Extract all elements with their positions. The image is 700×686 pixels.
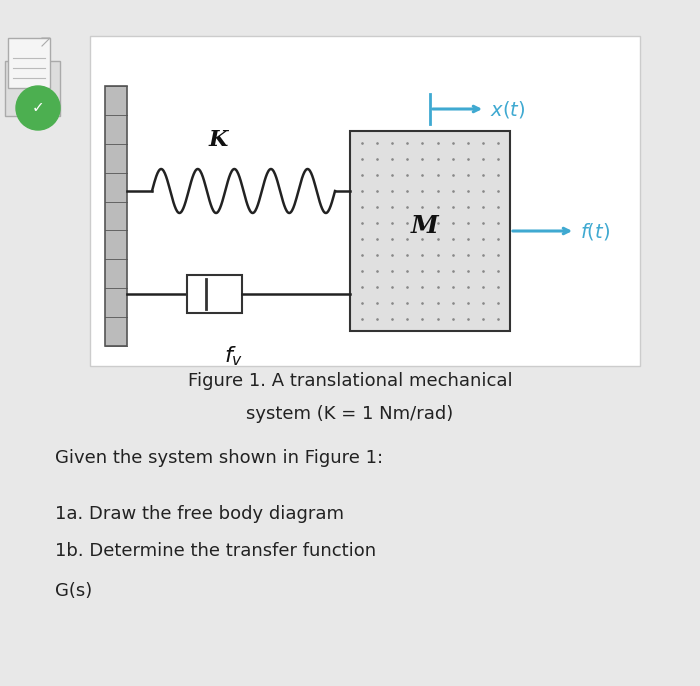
- Text: 1b. Determine the transfer function: 1b. Determine the transfer function: [55, 542, 376, 560]
- Text: $f(t)$: $f(t)$: [580, 220, 610, 241]
- Bar: [8, 38, 50, 88]
- Bar: [90, 36, 640, 366]
- Text: 1a. Draw the free body diagram: 1a. Draw the free body diagram: [55, 505, 344, 523]
- Text: ✓: ✓: [32, 101, 44, 115]
- Text: G(s): G(s): [55, 582, 92, 600]
- Circle shape: [16, 86, 60, 130]
- Text: K: K: [209, 129, 228, 151]
- Text: $f_v$: $f_v$: [224, 344, 243, 368]
- Text: system (K = 1 Nm/rad): system (K = 1 Nm/rad): [246, 405, 454, 423]
- Bar: [187, 275, 242, 313]
- Text: Figure 1. A translational mechanical: Figure 1. A translational mechanical: [188, 372, 512, 390]
- Text: $x(t)$: $x(t)$: [490, 99, 525, 119]
- Bar: [105, 86, 127, 346]
- Text: M: M: [411, 214, 439, 238]
- Bar: [350, 131, 510, 331]
- Text: Given the system shown in Figure 1:: Given the system shown in Figure 1:: [55, 449, 383, 467]
- Bar: [5, 61, 60, 116]
